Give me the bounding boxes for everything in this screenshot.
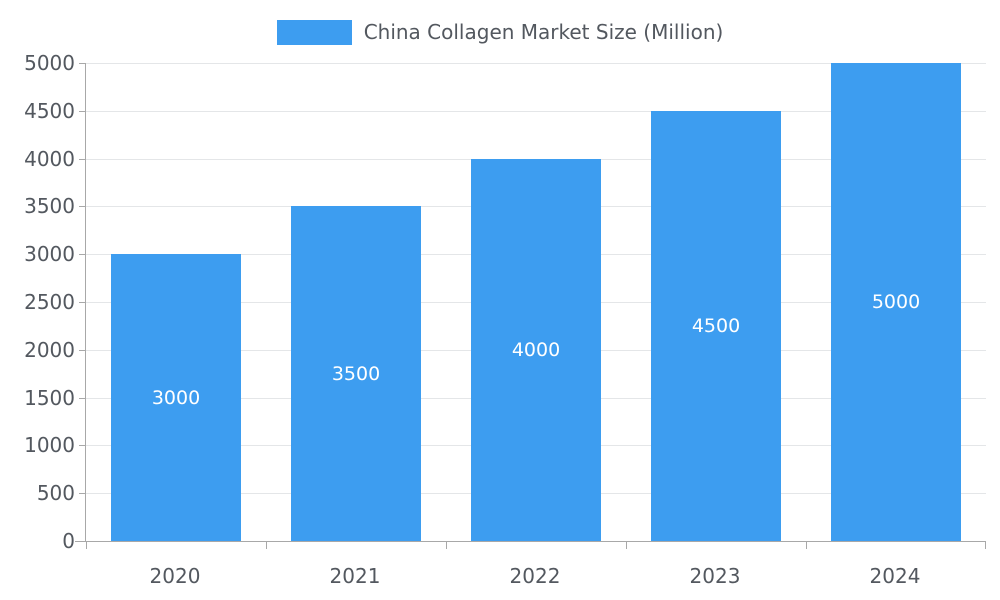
x-tick-mark [86,542,87,549]
y-tick-mark [79,110,85,112]
y-tick-label: 2500 [24,290,75,314]
gridline [86,63,986,64]
chart-title: China Collagen Market Size (Million) [363,20,724,44]
plot-area: 3000 3500 4000 4500 5000 [75,63,986,549]
y-tick-label: 0 [62,529,75,553]
y-tick-label: 4500 [24,98,75,123]
y-tick-mark [79,541,85,542]
gridline [86,110,986,112]
y-tick-mark [79,158,85,160]
y-tick-mark [79,63,85,64]
y-tick-label: 5000 [24,51,75,75]
bar-2024[interactable]: 5000 [831,63,961,541]
bar-2023[interactable]: 4500 [651,110,781,541]
x-tick-mark [806,542,807,549]
bar-value-label: 4000 [511,338,561,361]
x-tick-label-2023: 2023 [689,564,741,588]
y-tick-label: 1500 [24,385,75,410]
x-tick-mark [446,542,447,549]
bar-value-label: 3000 [151,386,201,409]
x-axis-labels: 2020 2021 2022 2023 2024 [85,564,985,592]
y-tick-label: 3500 [24,194,75,219]
bar-value-label: 5000 [871,291,921,313]
y-tick-mark [79,349,85,351]
y-axis-labels: 0 500 1000 1500 2000 2500 3000 3500 4000 4500 5000 [0,51,75,553]
x-tick-label-2020: 2020 [149,564,201,588]
bar-value-label: 4500 [691,314,741,337]
y-tick-mark [79,493,85,495]
x-tick-label-2022: 2022 [509,564,561,588]
y-tick-label: 3000 [24,242,75,267]
y-tick-label: 1000 [24,433,75,458]
y-tick-mark [79,302,85,303]
bar-2021[interactable]: 3500 [291,206,421,541]
y-tick-mark [79,445,85,447]
bar-value-label: 3500 [331,362,381,385]
bar-2020[interactable]: 3000 [111,254,241,541]
x-tick-mark [266,542,267,549]
x-tick-label-2024: 2024 [869,564,921,588]
legend-swatch [276,19,352,45]
y-tick-label: 4000 [24,146,75,171]
y-tick-mark [79,397,85,399]
x-tick-mark [985,542,986,549]
legend[interactable]: China Collagen Market Size (Million) [0,17,1000,47]
bar-2022[interactable]: 4000 [471,158,601,541]
y-tick-label: 2000 [24,337,75,362]
x-tick-label-2021: 2021 [329,564,381,588]
y-tick-mark [79,254,85,256]
y-tick-label: 500 [36,481,75,506]
y-tick-mark [79,206,85,208]
x-tick-mark [626,542,627,549]
